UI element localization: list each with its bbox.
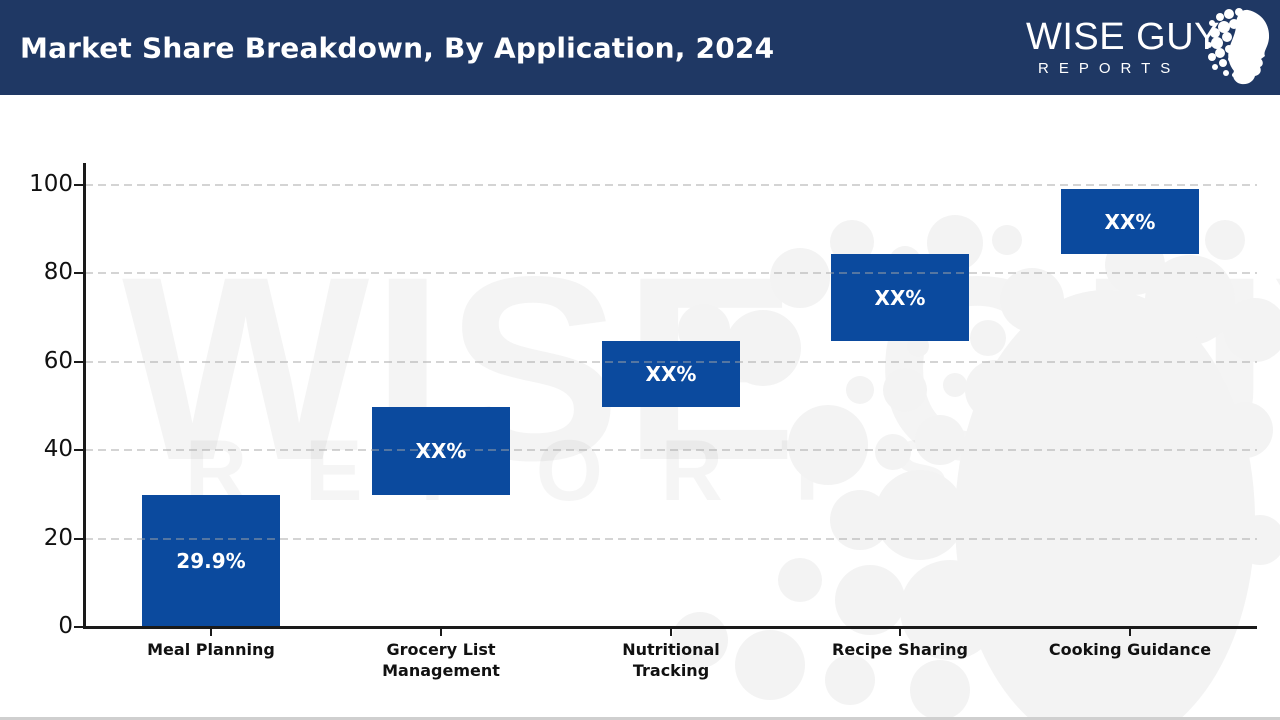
bar-segment bbox=[602, 341, 740, 407]
y-tick-mark bbox=[74, 449, 83, 451]
logo-line2: REPORTS bbox=[1038, 60, 1180, 77]
gridline-80 bbox=[85, 272, 1257, 274]
header-bar: Market Share Breakdown, By Application, … bbox=[0, 0, 1280, 95]
x-tick-mark bbox=[210, 628, 212, 636]
x-tick-mark bbox=[1129, 628, 1131, 636]
y-tick-label: 100 bbox=[29, 170, 73, 197]
page-title: Market Share Breakdown, By Application, … bbox=[20, 31, 775, 64]
gridline-40 bbox=[85, 449, 1257, 451]
y-tick-label: 60 bbox=[43, 347, 73, 374]
bar-value-label: XX% bbox=[415, 438, 467, 463]
x-tick-mark bbox=[440, 628, 442, 636]
y-tick-label: 40 bbox=[43, 436, 73, 462]
y-tick-label: 20 bbox=[43, 524, 73, 551]
bar-segment bbox=[142, 494, 280, 627]
gridline-100 bbox=[85, 183, 1257, 186]
bottom-divider bbox=[0, 717, 1280, 720]
category-label: Meal Planning bbox=[147, 640, 275, 659]
x-axis bbox=[83, 626, 1257, 629]
y-tick-mark bbox=[74, 626, 83, 628]
x-tick-mark bbox=[670, 628, 672, 636]
y-tick-mark bbox=[74, 183, 83, 186]
category-label: Cooking Guidance bbox=[1048, 640, 1212, 659]
bar-segment bbox=[1061, 188, 1199, 255]
category-label: Grocery List Management bbox=[382, 640, 500, 680]
gridline-60 bbox=[85, 360, 1257, 363]
gridline-20 bbox=[85, 537, 1257, 540]
y-tick-mark bbox=[74, 360, 83, 363]
bar-value-label: 29.9% bbox=[176, 548, 246, 573]
y-tick-label: 0 bbox=[58, 613, 73, 639]
y-tick-mark bbox=[74, 537, 83, 540]
bar-value-label: XX% bbox=[645, 361, 697, 386]
logo-line1: WISE GUY bbox=[1026, 16, 1220, 58]
wise-guy-reports-logo: WISE GUY REPORTS bbox=[1026, 8, 1270, 85]
y-tick-label: 80 bbox=[43, 259, 73, 285]
category-label: Nutritional Tracking bbox=[622, 640, 720, 680]
y-axis bbox=[83, 163, 86, 629]
bar-segment bbox=[831, 254, 969, 342]
x-tick-mark bbox=[899, 628, 901, 636]
y-tick-mark bbox=[74, 272, 83, 274]
dotted-head-profile-icon bbox=[1206, 8, 1270, 85]
bar-value-label: XX% bbox=[874, 285, 926, 310]
category-label: Recipe Sharing bbox=[832, 640, 968, 659]
bar-value-label: XX% bbox=[1104, 209, 1156, 234]
bar-segment bbox=[372, 406, 510, 495]
